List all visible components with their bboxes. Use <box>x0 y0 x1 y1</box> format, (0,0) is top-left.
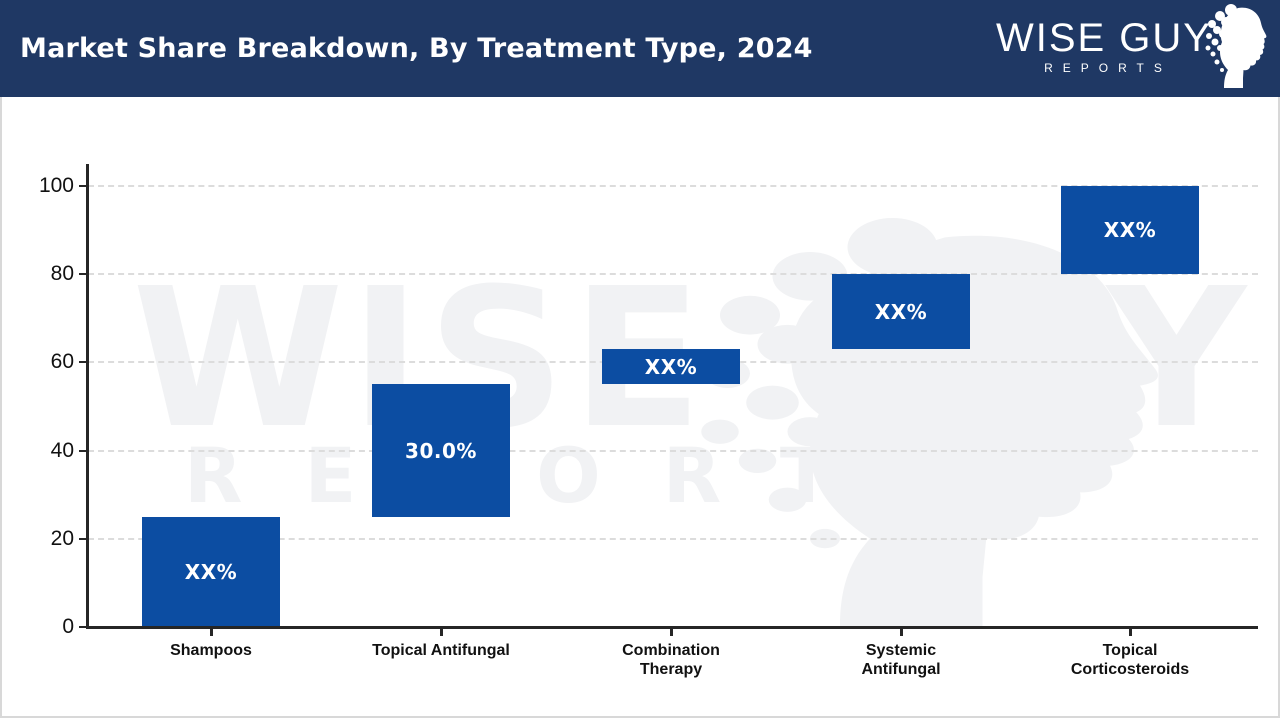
x-category-label: Shampoos <box>101 641 321 660</box>
header: Market Share Breakdown, By Treatment Typ… <box>0 0 1280 97</box>
x-axis-line <box>87 626 1258 629</box>
y-tick-mark <box>79 537 88 540</box>
bottom-border-line <box>0 716 1280 718</box>
x-category-label: Combination Therapy <box>561 641 781 679</box>
gridline <box>88 273 1258 276</box>
brand-subtitle: REPORTS <box>1044 61 1172 75</box>
bar: XX% <box>602 349 740 385</box>
bar-value-label: 30.0% <box>405 438 477 463</box>
y-tick-mark <box>79 185 88 187</box>
bar-value-label: XX% <box>1103 218 1157 243</box>
bar: XX% <box>1061 186 1199 275</box>
bar: XX% <box>142 516 280 627</box>
bar-value-label: XX% <box>184 559 238 584</box>
gridline <box>88 185 1258 187</box>
head-profile-icon <box>1198 4 1274 88</box>
left-border-line <box>0 97 2 718</box>
bar: XX% <box>832 274 970 350</box>
x-category-label-line: Topical <box>1102 642 1158 659</box>
page-title: Market Share Breakdown, By Treatment Typ… <box>20 33 813 64</box>
y-tick-label: 0 <box>62 615 74 638</box>
x-category-label: Topical Corticosteroids <box>1020 641 1240 679</box>
x-tick-mark <box>900 629 903 636</box>
y-tick-mark <box>79 626 88 628</box>
brand-logo: WISE GUY REPORTS <box>996 4 1274 88</box>
y-tick-label: 20 <box>50 526 74 550</box>
y-tick-label: 100 <box>38 174 74 197</box>
bar-value-label: XX% <box>644 354 698 379</box>
y-tick-label: 40 <box>50 438 74 462</box>
y-tick-label: 60 <box>50 350 74 374</box>
right-border-line <box>1278 97 1280 718</box>
x-category-label-line: Corticosteroids <box>1070 661 1190 678</box>
gridline <box>88 449 1258 452</box>
x-tick-mark <box>210 629 213 636</box>
y-tick-label: 80 <box>50 262 74 286</box>
bar: 30.0% <box>372 384 510 517</box>
y-tick-mark <box>79 273 88 276</box>
x-tick-mark <box>1129 629 1132 636</box>
x-tick-mark <box>670 629 673 636</box>
x-category-label-line: Shampoos <box>170 642 252 659</box>
x-category-label-line: Antifungal <box>861 661 941 678</box>
y-axis-line <box>86 164 89 629</box>
x-category-label-line: Systemic <box>865 642 937 659</box>
brand-name: WISE GUY <box>995 16 1212 60</box>
x-category-label-line: Therapy <box>639 661 703 678</box>
y-tick-mark <box>79 361 88 364</box>
y-tick-mark <box>79 449 88 452</box>
x-category-label: Systemic Antifungal <box>791 641 1011 679</box>
x-category-label: Topical Antifungal <box>331 641 551 660</box>
gridline <box>88 537 1258 540</box>
brand-logo-text: WISE GUY REPORTS <box>996 17 1212 75</box>
x-tick-mark <box>440 629 443 636</box>
x-category-label-line: Combination <box>622 642 720 659</box>
x-category-label-line: Topical Antifungal <box>372 642 510 659</box>
bar-value-label: XX% <box>874 299 928 324</box>
